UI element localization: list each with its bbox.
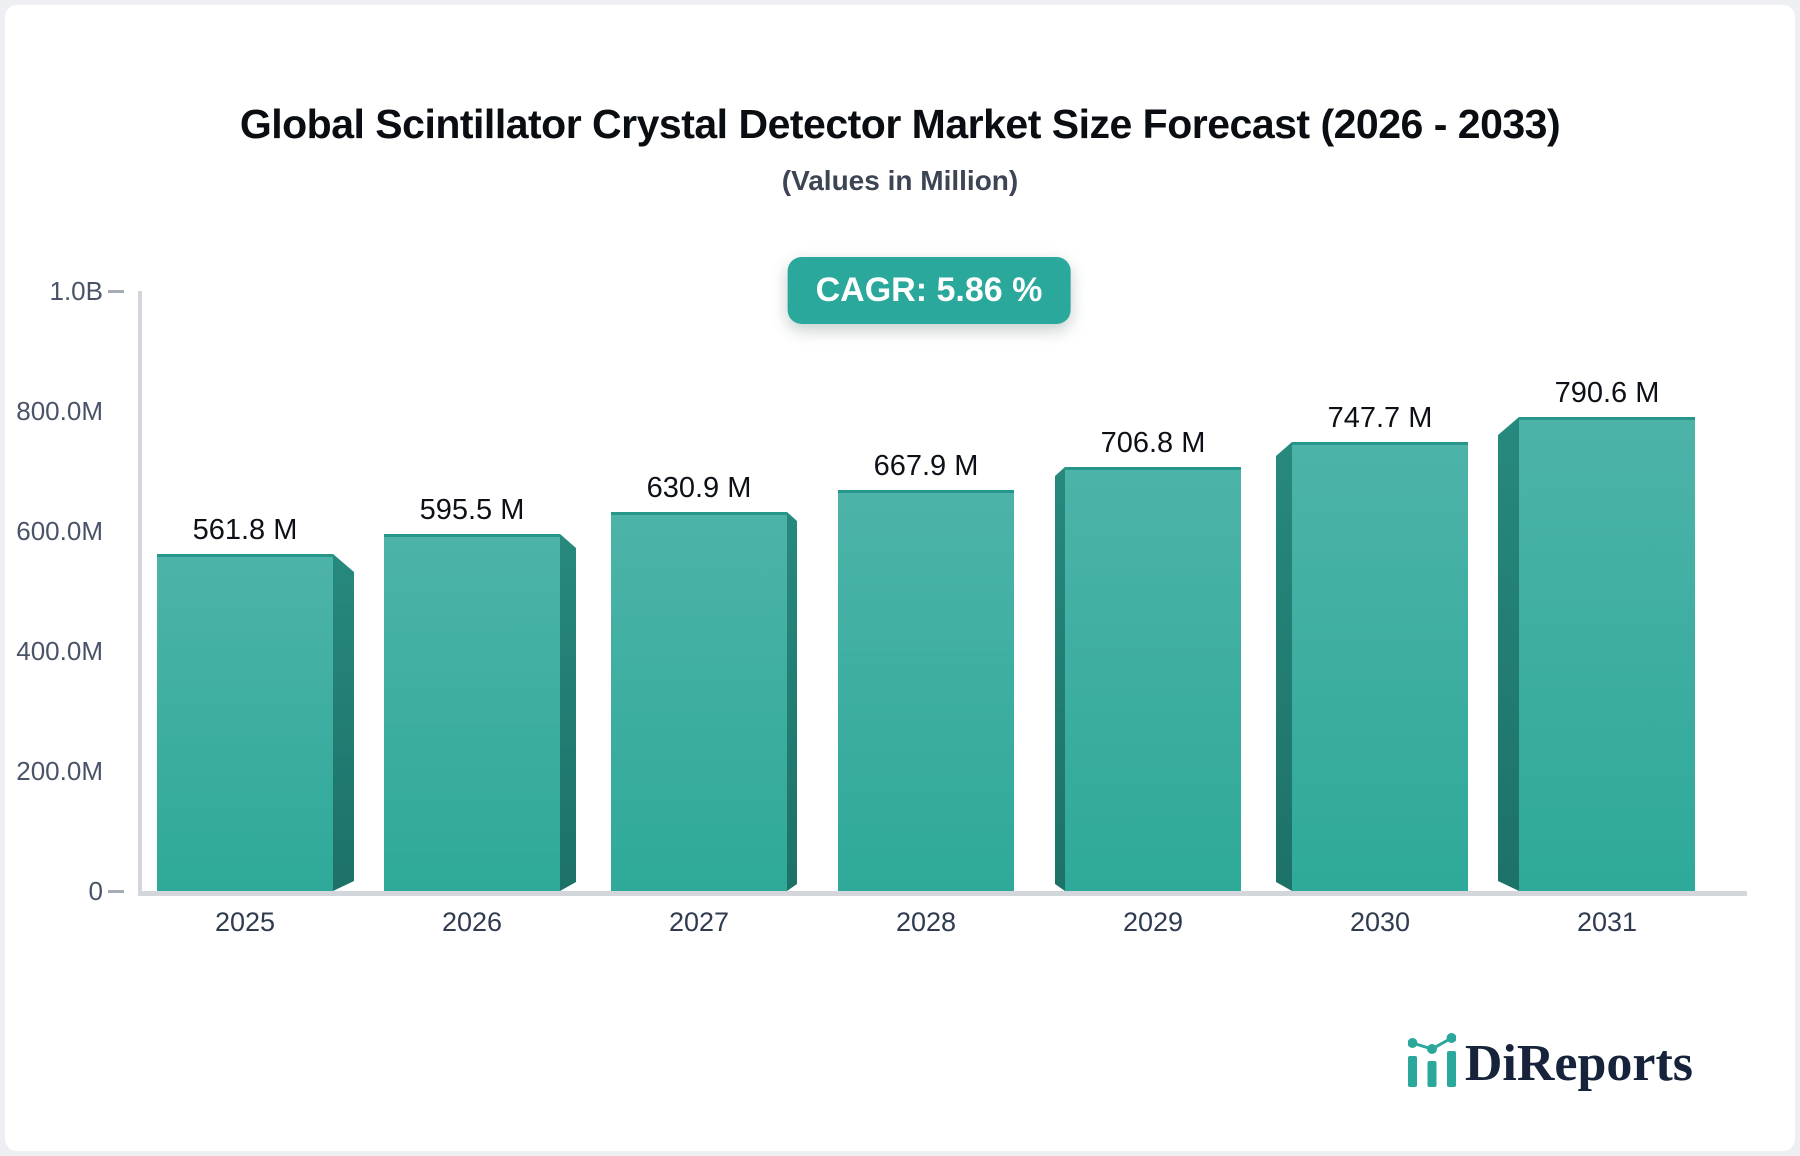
bar-value-label: 595.5 M — [419, 494, 525, 526]
chart-title: Global Scintillator Crystal Detector Mar… — [239, 101, 1561, 147]
x-axis-line — [138, 891, 1747, 896]
x-axis-label: 2029 — [1122, 907, 1184, 937]
y-axis-tick — [108, 890, 124, 893]
bar-value-label: 561.8 M — [192, 514, 298, 546]
brand-logo: DiReports — [1407, 1033, 1693, 1093]
x-axis-label: 2027 — [668, 907, 730, 937]
chart-card: Global Scintillator Crystal Detector Mar… — [5, 5, 1795, 1151]
chart-subtitle: (Values in Million) — [781, 165, 1019, 196]
plot-area: 1.0B 800.0M 600.0M 400.0M 200.0M 0 561.8 M 202… — [5, 5, 1795, 1151]
y-axis-tick — [108, 290, 124, 293]
bar-value-label: 706.8 M — [1100, 427, 1206, 459]
x-axis-label: 2026 — [441, 907, 503, 937]
y-axis-line — [138, 291, 142, 895]
bar-value-label: 790.6 M — [1554, 377, 1660, 409]
bar-2031 — [1519, 417, 1695, 891]
cagr-badge: CAGR: 5.86 % — [787, 257, 1071, 324]
x-axis-label: 2028 — [895, 907, 957, 937]
y-axis-label: 800.0M — [16, 396, 103, 426]
y-axis-label: 1.0B — [49, 276, 104, 306]
bar-2025 — [157, 554, 333, 891]
x-axis-label: 2031 — [1576, 907, 1638, 937]
bar-2027 — [611, 512, 787, 891]
bar-chart-logo-icon — [1407, 1033, 1456, 1087]
bar-value-label: 747.7 M — [1327, 402, 1433, 434]
y-axis-label: 400.0M — [16, 636, 103, 666]
x-axis-label: 2030 — [1349, 907, 1411, 937]
bar-value-label: 630.9 M — [646, 472, 752, 504]
y-axis-label: 0 — [88, 876, 103, 906]
bar-2030 — [1292, 442, 1468, 891]
bar-value-label: 667.9 M — [873, 450, 979, 482]
bar-2026 — [384, 534, 560, 891]
bar-2029-side-face — [1055, 467, 1065, 891]
bar-2025-side-face — [333, 554, 354, 891]
bar-2026-side-face — [560, 534, 576, 891]
y-axis-label: 600.0M — [16, 516, 103, 546]
brand-logo-text: DiReports — [1464, 1035, 1693, 1093]
bar-2029 — [1065, 467, 1241, 891]
bar-2027-side-face — [787, 512, 797, 891]
y-axis-label: 200.0M — [16, 756, 103, 786]
x-axis-label: 2025 — [214, 907, 276, 937]
bar-2028 — [838, 490, 1014, 891]
bar-2031-side-face — [1498, 417, 1519, 891]
bar-2030-side-face — [1276, 442, 1292, 891]
